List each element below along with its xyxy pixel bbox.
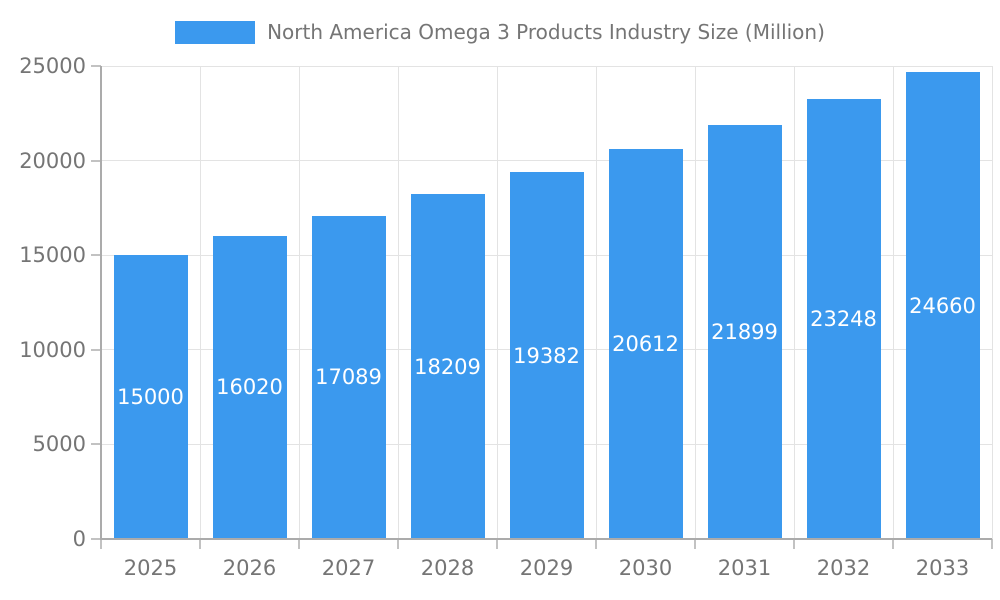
bar-value-label: 19382 [513, 343, 580, 368]
y-axis-tick-label: 20000 [19, 148, 86, 173]
x-axis-tick [496, 539, 498, 549]
x-axis-tick-label: 2029 [519, 556, 574, 580]
x-axis-tick [397, 539, 399, 549]
bar-value-label: 24660 [909, 293, 976, 318]
x-axis-tick-label: 2026 [222, 556, 277, 580]
x-axis-tick [100, 539, 102, 549]
gridline-vertical [199, 66, 201, 539]
y-axis-tick [91, 159, 101, 162]
x-axis-tick [199, 539, 201, 549]
x-axis-tick-label: 2025 [123, 556, 178, 580]
gridline-vertical [694, 66, 696, 539]
gridline-vertical [892, 66, 894, 539]
x-axis-tick-label: 2030 [618, 556, 673, 580]
x-axis-line [100, 538, 992, 540]
bar [212, 235, 287, 539]
legend-item[interactable]: North America Omega 3 Products Industry … [0, 18, 1000, 46]
gridline-vertical [991, 66, 993, 539]
x-axis-tick-label: 2027 [321, 556, 376, 580]
x-axis-tick [298, 539, 300, 549]
bar [113, 255, 188, 539]
bar [905, 72, 980, 539]
bar-value-label: 23248 [810, 307, 877, 332]
y-axis-tick-label: 10000 [19, 337, 86, 362]
bar [608, 149, 683, 539]
gridline-vertical [397, 66, 399, 539]
x-axis-tick [892, 539, 894, 549]
bar [806, 99, 881, 539]
bar [707, 124, 782, 539]
gridline-vertical [298, 66, 300, 539]
y-axis-tick [91, 538, 101, 540]
x-axis-tick-label: 2032 [816, 556, 871, 580]
bar-value-label: 16020 [216, 375, 283, 400]
y-axis-tick-label: 15000 [19, 243, 86, 268]
bar [410, 194, 485, 539]
legend-swatch [175, 20, 256, 44]
bar-value-label: 21899 [711, 319, 778, 344]
legend-label: North America Omega 3 Products Industry … [267, 20, 825, 44]
y-axis-tick [91, 254, 101, 257]
bar-value-label: 18209 [414, 354, 481, 379]
x-axis-tick-label: 2033 [915, 556, 970, 580]
x-axis-tick [694, 539, 696, 549]
gridline-vertical [595, 66, 597, 539]
x-axis-tick-label: 2028 [420, 556, 475, 580]
y-axis-line [100, 66, 102, 539]
gridline-horizontal [101, 160, 992, 162]
y-axis-tick [91, 65, 101, 67]
x-axis-tick-label: 2031 [717, 556, 772, 580]
x-axis-tick [793, 539, 795, 549]
gridline-vertical [496, 66, 498, 539]
bar-value-label: 20612 [612, 332, 679, 356]
y-axis-tick-label: 25000 [19, 54, 86, 78]
y-axis-tick [91, 443, 101, 446]
bar [311, 215, 386, 539]
x-axis-tick [991, 539, 993, 549]
y-axis-tick-label: 5000 [32, 432, 86, 457]
y-axis-tick-label: 0 [72, 527, 86, 551]
gridline-vertical [793, 66, 795, 539]
x-axis-tick [595, 539, 597, 549]
y-axis-tick [91, 348, 101, 351]
gridline-horizontal [101, 65, 992, 67]
bar-value-label: 17089 [315, 365, 382, 390]
bar-value-label: 15000 [117, 385, 184, 410]
bar [509, 172, 584, 539]
